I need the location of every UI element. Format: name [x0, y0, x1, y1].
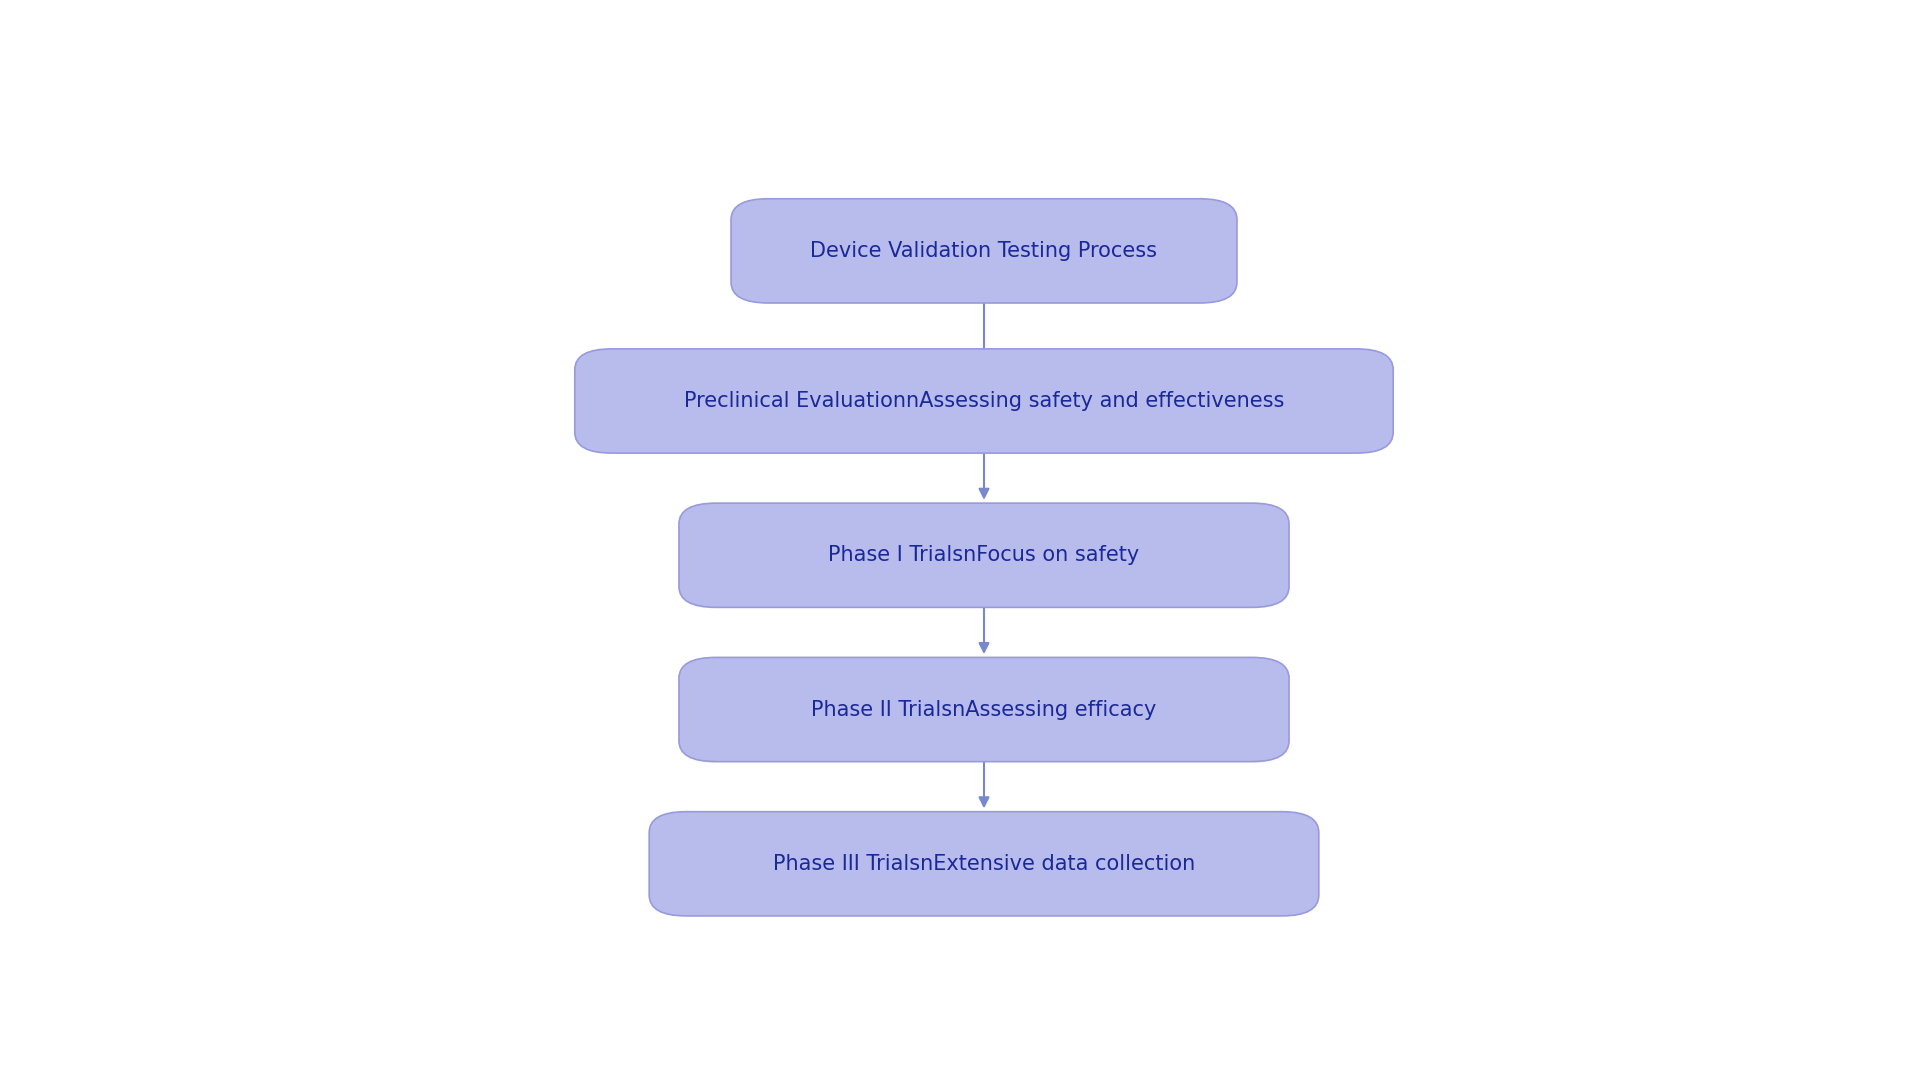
Text: Phase I TrialsnFocus on safety: Phase I TrialsnFocus on safety — [828, 545, 1140, 565]
Text: Phase III TrialsnExtensive data collection: Phase III TrialsnExtensive data collecti… — [774, 853, 1194, 874]
FancyBboxPatch shape — [680, 504, 1288, 608]
FancyBboxPatch shape — [574, 349, 1394, 453]
Text: Proceed to: Proceed to — [922, 743, 1018, 761]
FancyBboxPatch shape — [732, 199, 1236, 303]
Text: Device Validation Testing Process: Device Validation Testing Process — [810, 240, 1158, 261]
Text: Preclinical EvaluationnAssessing safety and effectiveness: Preclinical EvaluationnAssessing safety … — [684, 391, 1284, 410]
FancyBboxPatch shape — [680, 657, 1288, 761]
Text: Proceed to: Proceed to — [922, 589, 1018, 606]
Text: Proceed to: Proceed to — [922, 434, 1018, 453]
Text: Phase II TrialsnAssessing efficacy: Phase II TrialsnAssessing efficacy — [812, 700, 1156, 719]
FancyBboxPatch shape — [649, 811, 1319, 916]
